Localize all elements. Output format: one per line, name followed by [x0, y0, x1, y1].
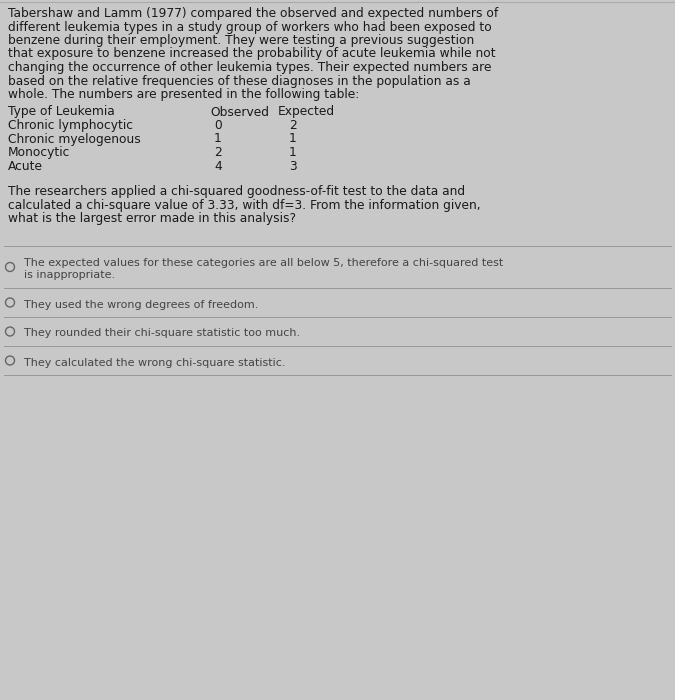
Text: 0: 0	[214, 119, 222, 132]
Text: Observed: Observed	[210, 106, 269, 118]
Text: The researchers applied a chi-squared goodness-of-fit test to the data and: The researchers applied a chi-squared go…	[8, 185, 465, 198]
Text: different leukemia types in a study group of workers who had been exposed to: different leukemia types in a study grou…	[8, 20, 492, 34]
Text: Expected: Expected	[278, 106, 335, 118]
Text: 1: 1	[289, 146, 297, 159]
Text: 2: 2	[214, 146, 222, 159]
Text: changing the occurrence of other leukemia types. Their expected numbers are: changing the occurrence of other leukemi…	[8, 61, 491, 74]
Text: The expected values for these categories are all below 5, therefore a chi-square: The expected values for these categories…	[24, 258, 504, 267]
Text: is inappropriate.: is inappropriate.	[24, 270, 115, 281]
Text: Monocytic: Monocytic	[8, 146, 70, 159]
Text: Tabershaw and Lamm (1977) compared the observed and expected numbers of: Tabershaw and Lamm (1977) compared the o…	[8, 7, 498, 20]
Text: 1: 1	[289, 132, 297, 146]
Text: Chronic myelogenous: Chronic myelogenous	[8, 132, 141, 146]
Text: They rounded their chi-square statistic too much.: They rounded their chi-square statistic …	[24, 328, 300, 339]
Text: calculated a chi-square value of 3.33, with df=3. From the information given,: calculated a chi-square value of 3.33, w…	[8, 199, 481, 211]
Text: Chronic lymphocytic: Chronic lymphocytic	[8, 119, 133, 132]
Text: 4: 4	[214, 160, 222, 172]
Text: that exposure to benzene increased the probability of acute leukemia while not: that exposure to benzene increased the p…	[8, 48, 495, 60]
Text: 1: 1	[214, 132, 222, 146]
Text: 2: 2	[289, 119, 297, 132]
Text: They calculated the wrong chi-square statistic.: They calculated the wrong chi-square sta…	[24, 358, 286, 368]
Text: based on the relative frequencies of these diagnoses in the population as a: based on the relative frequencies of the…	[8, 74, 470, 88]
Text: benzene during their employment. They were testing a previous suggestion: benzene during their employment. They we…	[8, 34, 475, 47]
Text: whole. The numbers are presented in the following table:: whole. The numbers are presented in the …	[8, 88, 359, 101]
Text: 3: 3	[289, 160, 297, 172]
Text: Acute: Acute	[8, 160, 43, 172]
Text: what is the largest error made in this analysis?: what is the largest error made in this a…	[8, 212, 296, 225]
Text: Type of Leukemia: Type of Leukemia	[8, 106, 115, 118]
Text: They used the wrong degrees of freedom.: They used the wrong degrees of freedom.	[24, 300, 259, 309]
